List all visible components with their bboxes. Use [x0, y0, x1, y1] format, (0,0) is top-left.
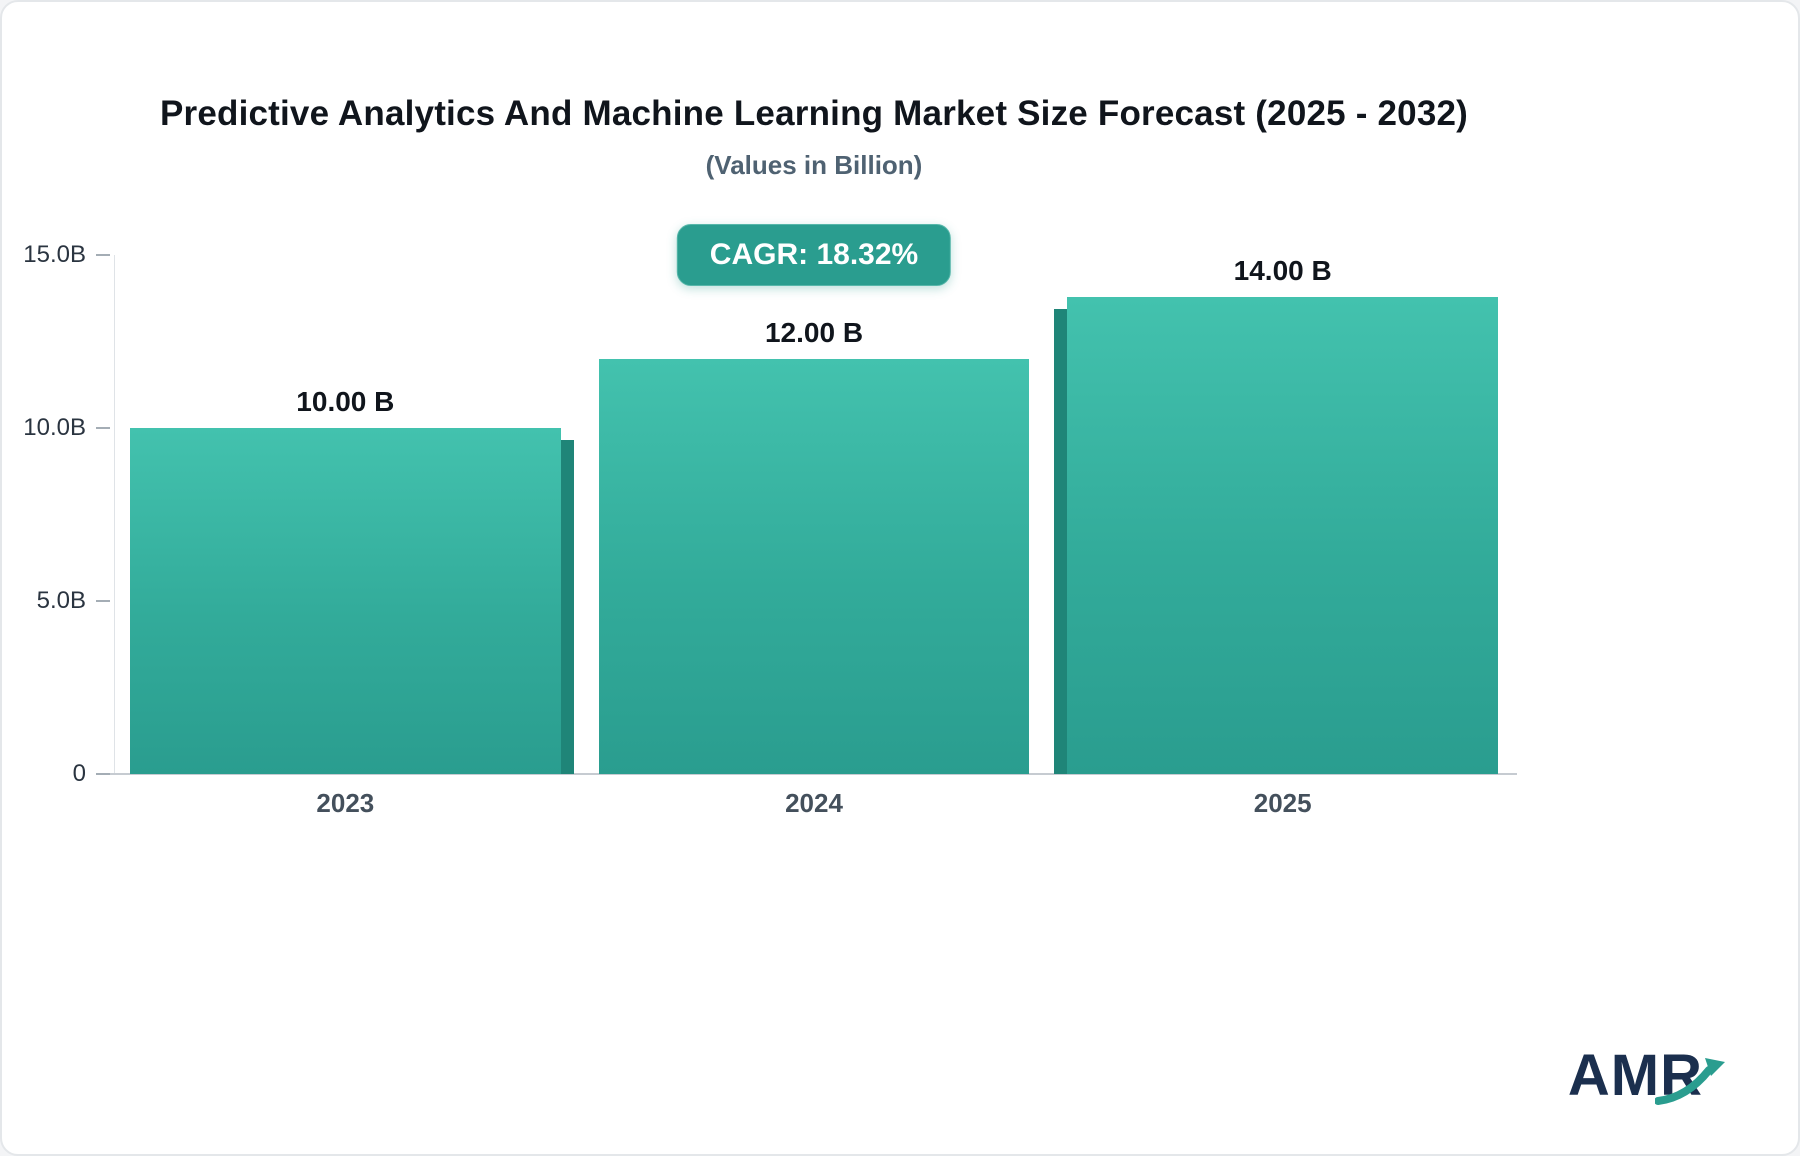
y-tick-mark: [96, 254, 110, 256]
y-tick-label: 15.0B: [23, 241, 86, 268]
y-tick: 10.0B: [23, 414, 114, 442]
chart-title: Predictive Analytics And Machine Learnin…: [159, 94, 1469, 133]
x-axis-label-2024: 2024: [785, 788, 843, 818]
y-tick-mark: [96, 427, 110, 429]
y-axis-line: [114, 255, 115, 774]
bar-series: 10.00 B 12.00 B 14.00 B: [114, 255, 1514, 774]
y-tick-mark: [96, 773, 110, 775]
bar-group-2023: 10.00 B: [130, 255, 574, 774]
bar-group-2024: 12.00 B: [598, 255, 1030, 774]
chart-header: Predictive Analytics And Machine Learnin…: [114, 2, 1514, 181]
bar-value-label: 14.00 B: [1233, 255, 1332, 286]
x-axis-line: [97, 773, 1517, 775]
amr-logo: AMR: [1568, 1042, 1725, 1114]
bar-value-label: 10.00 B: [296, 386, 395, 417]
x-axis-labels: 2023 2024 2025: [114, 788, 1514, 819]
y-tick: 5.0B: [37, 587, 114, 615]
x-axis-label-2025: 2025: [1253, 788, 1312, 818]
y-tick: 0: [73, 760, 114, 788]
y-tick-mark: [96, 600, 110, 602]
bar-2025[interactable]: [1054, 297, 1499, 774]
growth-arrow-icon: [1655, 1058, 1725, 1105]
bar-group-2025: 14.00 B: [1054, 255, 1499, 774]
bar-2023[interactable]: [130, 428, 574, 774]
y-tick-label: 5.0B: [36, 587, 86, 614]
y-tick-label: 0: [72, 760, 86, 787]
x-axis-label-2023: 2023: [316, 788, 375, 818]
y-tick: 15.0B: [23, 241, 114, 269]
chart-subtitle: (Values in Billion): [705, 150, 923, 180]
cagr-badge: CAGR: 18.32%: [676, 224, 952, 286]
bar-2024[interactable]: [598, 358, 1030, 774]
bar-value-label: 12.00 B: [764, 316, 864, 348]
y-tick-label: 10.0B: [23, 414, 86, 441]
y-axis-ticks: 0 5.0B 10.0B 15.0B: [2, 241, 114, 787]
